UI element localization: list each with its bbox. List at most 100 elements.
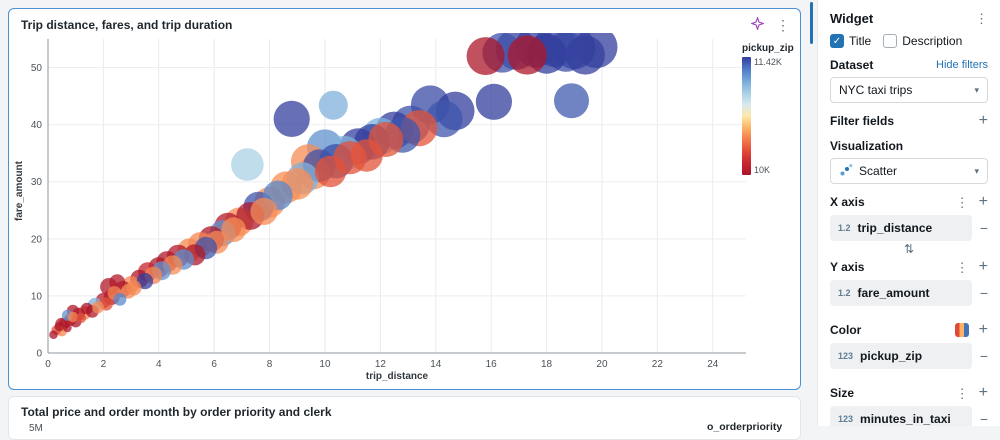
bottom-chart-title: Total price and order month by order pri…	[21, 405, 332, 419]
y-tick-label: 30	[31, 177, 43, 188]
decimal-type-icon: 1.2	[838, 288, 851, 298]
x-axis-add-button[interactable]: +	[978, 193, 988, 210]
size-section-label: Size	[830, 386, 855, 400]
swap-axes-icon[interactable]: ⇅	[903, 242, 915, 256]
size-field-name: minutes_in_taxi	[860, 412, 951, 426]
chart-kebab-icon[interactable]: ⋮	[776, 16, 790, 33]
color-field-pill[interactable]: 123 pickup_zip	[830, 343, 972, 369]
x-axis-title: trip_distance	[365, 371, 429, 382]
description-checkbox-label: Description	[902, 34, 963, 48]
add-filter-field-button[interactable]: +	[978, 112, 988, 129]
scatter-point	[250, 197, 278, 225]
scatter-point	[91, 301, 104, 314]
x-tick-label: 4	[156, 359, 162, 370]
scatter-point	[314, 155, 347, 188]
chevron-down-icon: ▾	[974, 84, 979, 95]
legend-title: pickup_zip	[742, 43, 794, 54]
dataset-select[interactable]: NYC taxi trips ▾	[830, 77, 988, 103]
panel-title: Widget	[830, 10, 874, 26]
size-remove-button[interactable]: −	[979, 411, 988, 426]
x-tick-label: 16	[486, 359, 498, 370]
y-tick-label: 10	[31, 291, 43, 302]
scatter-point	[67, 311, 79, 323]
dataset-section-label: Dataset	[830, 58, 874, 72]
chart-title: Trip distance, fares, and trip duration	[21, 17, 233, 32]
bar-chart-widget-card[interactable]: Total price and order month by order pri…	[8, 396, 801, 440]
x-tick-label: 24	[707, 359, 719, 370]
y-tick-label: 50	[31, 63, 43, 74]
scatter-point	[466, 37, 505, 76]
scatter-point	[350, 139, 383, 172]
scatter-point	[475, 83, 512, 120]
legend-gradient-bar	[742, 57, 751, 175]
decimal-type-icon: 1.2	[838, 223, 851, 233]
y-tick-label: 40	[31, 120, 43, 131]
color-remove-button[interactable]: −	[979, 348, 988, 364]
scatter-point	[221, 217, 247, 243]
title-checkbox-label: Title	[849, 34, 872, 48]
scatter-point	[113, 292, 127, 306]
x-axis-section-label: X axis	[830, 195, 865, 209]
scatter-point	[81, 302, 93, 315]
assistant-sparkle-icon[interactable]	[749, 15, 766, 32]
panel-scrollbar-thumb[interactable]	[810, 2, 813, 44]
x-tick-label: 22	[652, 359, 664, 370]
scatter-viz-icon	[839, 163, 853, 180]
x-axis-field-name: trip_distance	[857, 221, 933, 235]
x-tick-label: 2	[101, 359, 107, 370]
y-axis-kebab-icon[interactable]: ⋮	[955, 259, 969, 275]
size-field-pill[interactable]: 123 minutes_in_taxi	[830, 406, 972, 426]
scatter-point	[507, 35, 547, 75]
bottom-y-tick-label: 5M	[29, 423, 43, 434]
visualization-select[interactable]: Scatter ▾	[830, 158, 988, 184]
color-legend: pickup_zip 11.42K 10K	[742, 43, 794, 175]
size-kebab-icon[interactable]: ⋮	[955, 385, 969, 401]
x-tick-label: 10	[319, 359, 331, 370]
legend-min-label: 10K	[754, 165, 771, 175]
description-checkbox[interactable]	[883, 34, 898, 48]
scatter-point	[273, 100, 310, 137]
y-axis-field-name: fare_amount	[857, 286, 930, 300]
scatter-point	[554, 83, 589, 119]
widget-config-panel: Widget ⋮ ✓ Title Description Dataset Hid…	[817, 0, 1000, 426]
title-checkbox[interactable]: ✓	[830, 34, 844, 48]
y-axis-field-pill[interactable]: 1.2 fare_amount	[830, 280, 972, 306]
x-tick-label: 6	[211, 359, 217, 370]
size-add-button[interactable]: +	[978, 384, 988, 401]
y-tick-label: 0	[36, 349, 42, 360]
x-tick-label: 0	[45, 359, 51, 370]
scatter-point	[76, 313, 87, 324]
y-axis-title: fare_amount	[14, 161, 25, 222]
x-tick-label: 20	[596, 359, 608, 370]
y-tick-label: 20	[31, 234, 43, 245]
x-tick-label: 18	[541, 359, 553, 370]
color-add-button[interactable]: +	[978, 321, 988, 338]
panel-kebab-icon[interactable]: ⋮	[975, 10, 988, 26]
hide-filters-link[interactable]: Hide filters	[936, 59, 988, 71]
scatter-point	[231, 148, 264, 181]
chart-header: Trip distance, fares, and trip duration …	[21, 15, 790, 33]
bottom-legend-title: o_orderpriority	[707, 421, 783, 433]
scatter-point	[318, 90, 348, 120]
scatter-widget-card[interactable]: Trip distance, fares, and trip duration …	[8, 8, 801, 390]
visualization-label: Visualization	[830, 139, 904, 153]
x-axis-kebab-icon[interactable]: ⋮	[955, 194, 969, 210]
x-axis-remove-button[interactable]: −	[979, 220, 988, 236]
y-axis-add-button[interactable]: +	[978, 258, 988, 275]
x-axis-field-pill[interactable]: 1.2 trip_distance	[830, 215, 972, 241]
x-tick-label: 12	[375, 359, 387, 370]
color-section-label: Color	[830, 323, 862, 337]
chevron-down-icon: ▾	[974, 165, 979, 176]
x-tick-label: 14	[430, 359, 442, 370]
color-scale-icon[interactable]	[954, 323, 969, 337]
color-field-name: pickup_zip	[860, 349, 923, 363]
dataset-select-value: NYC taxi trips	[839, 83, 913, 97]
integer-type-icon: 123	[838, 414, 854, 424]
legend-max-label: 11.42K	[754, 57, 782, 67]
visualization-select-value: Scatter	[859, 164, 898, 178]
scatter-point	[63, 323, 72, 333]
x-tick-label: 8	[267, 359, 273, 370]
scatter-point	[49, 330, 58, 340]
y-axis-remove-button[interactable]: −	[979, 285, 988, 301]
